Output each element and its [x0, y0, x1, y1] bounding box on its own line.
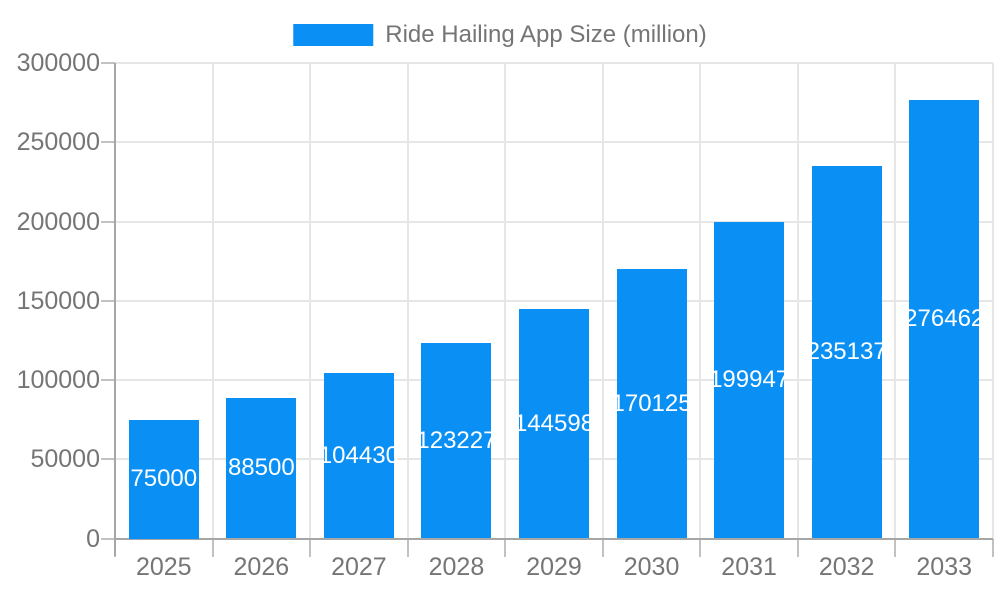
- x-axis-tick: [601, 538, 604, 557]
- x-axis-tick-label: 2033: [916, 553, 973, 581]
- y-axis-tick-label: 200000: [16, 207, 100, 236]
- gridline-vertical: [309, 63, 312, 539]
- x-axis-tick: [211, 538, 214, 557]
- y-axis-tick-label: 150000: [16, 286, 100, 315]
- bar-2025[interactable]: [128, 419, 199, 539]
- x-axis-tick: [504, 538, 507, 557]
- x-axis-tick-label: 2025: [135, 553, 192, 581]
- x-axis-tick: [699, 538, 702, 557]
- y-axis-tick-label: 50000: [30, 445, 100, 474]
- y-axis-tick: [101, 299, 115, 302]
- legend-label: Ride Hailing App Size (million): [385, 21, 707, 48]
- bar-2031[interactable]: [714, 221, 785, 539]
- gridline-vertical: [211, 63, 214, 539]
- x-axis-line: [115, 537, 993, 540]
- y-axis-tick-label: 0: [86, 524, 100, 553]
- bar-2029[interactable]: [519, 309, 589, 539]
- gridline-vertical: [504, 63, 507, 539]
- bar-2026[interactable]: [226, 398, 297, 539]
- bar-2027[interactable]: [323, 372, 394, 539]
- gridline-vertical: [894, 63, 897, 539]
- bar-2028[interactable]: [421, 343, 492, 539]
- x-axis-tick: [894, 538, 897, 557]
- y-axis-tick: [101, 62, 115, 64]
- gridline-vertical: [601, 63, 604, 539]
- y-axis-tick: [101, 537, 115, 540]
- x-axis-tick-label: 2029: [526, 553, 582, 581]
- y-axis-tick: [101, 379, 115, 381]
- x-axis-tick: [796, 538, 799, 557]
- bar-2030[interactable]: [616, 268, 687, 539]
- gridline-vertical: [992, 63, 994, 539]
- y-axis-line: [114, 63, 116, 556]
- gridline-horizontal: [115, 62, 993, 64]
- gridline-horizontal: [115, 141, 993, 144]
- gridline-horizontal: [115, 299, 993, 302]
- y-axis-tick: [101, 220, 115, 223]
- legend-swatch-icon: [293, 24, 374, 46]
- x-axis-tick-label: 2028: [428, 553, 485, 581]
- gridline-vertical: [406, 63, 409, 539]
- x-axis-tick: [406, 538, 409, 557]
- x-axis-tick-label: 2026: [233, 553, 290, 581]
- x-axis-tick: [992, 538, 994, 557]
- x-axis-tick: [309, 538, 312, 557]
- y-axis-tick: [101, 141, 115, 144]
- gridline-vertical: [796, 63, 799, 539]
- bar-2033[interactable]: [909, 100, 980, 539]
- chart-legend[interactable]: Ride Hailing App Size (million): [293, 21, 707, 49]
- bar-2032[interactable]: [811, 165, 882, 539]
- y-axis-tick: [101, 458, 115, 461]
- x-axis-tick-label: 2027: [331, 553, 387, 581]
- y-axis-tick-label: 300000: [16, 49, 100, 77]
- x-axis-tick-label: 2032: [818, 553, 875, 581]
- gridline-horizontal: [115, 220, 993, 223]
- x-axis-tick-label: 2031: [721, 553, 777, 581]
- y-axis-tick-label: 250000: [16, 128, 100, 157]
- y-axis-tick-label: 100000: [16, 366, 100, 394]
- gridline-vertical: [699, 63, 702, 539]
- x-axis-tick-label: 2030: [623, 553, 680, 581]
